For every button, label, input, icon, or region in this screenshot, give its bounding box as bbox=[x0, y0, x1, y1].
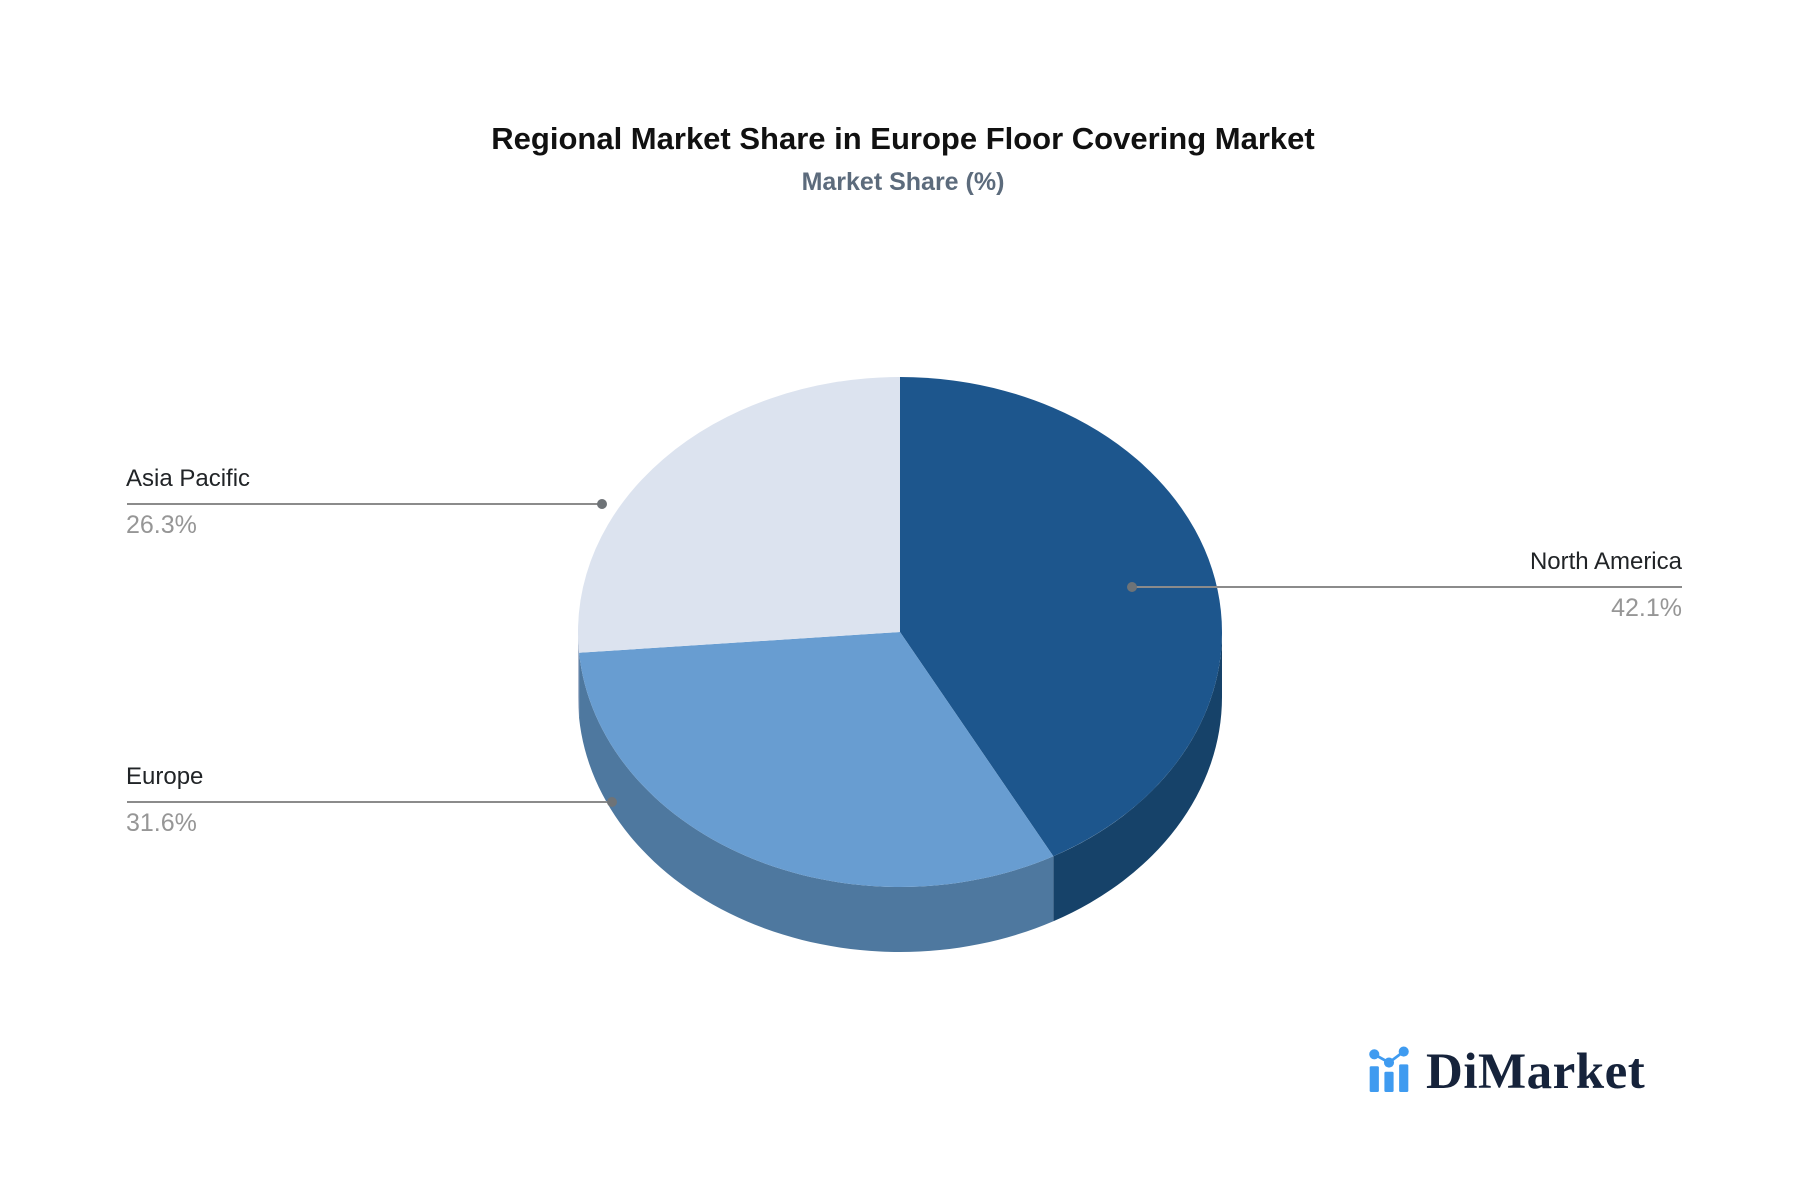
label-connector-dot bbox=[597, 499, 607, 509]
slice-label-value: 31.6% bbox=[126, 809, 197, 837]
pie-slice-asia-pacific[interactable] bbox=[577, 377, 900, 653]
pie-slice-europe[interactable] bbox=[579, 632, 1054, 887]
slice-label-north-america: North America 42.1% bbox=[1530, 548, 1682, 623]
pie-slice-side-europe bbox=[579, 652, 1054, 953]
pie-slice-north-america[interactable] bbox=[900, 377, 1222, 857]
slice-label-asia-pacific: Asia Pacific 26.3% bbox=[126, 465, 250, 540]
label-connector-dot bbox=[607, 797, 617, 807]
slice-label-name: Asia Pacific bbox=[126, 465, 251, 492]
dimarket-logo[interactable]: DiMarket bbox=[1366, 1044, 1645, 1098]
label-connector-dot bbox=[1127, 582, 1137, 592]
slice-label-name: North America bbox=[1529, 548, 1682, 575]
slice-label-value: 26.3% bbox=[126, 511, 197, 539]
logo-text: DiMarket bbox=[1426, 1044, 1646, 1100]
slice-label-name: Europe bbox=[126, 763, 204, 790]
slice-label-value: 42.1% bbox=[1611, 594, 1682, 622]
pie-slice-side-asia-pacific bbox=[578, 632, 580, 718]
bar-chart-trend-icon bbox=[1369, 1046, 1409, 1092]
chart-subtitle: Market Share (%) bbox=[801, 168, 1005, 196]
pie-slice-side-north-america bbox=[1053, 632, 1222, 922]
slice-label-europe: Europe 31.6% bbox=[126, 763, 203, 838]
chart-title: Regional Market Share in Europe Floor Co… bbox=[491, 121, 1315, 156]
